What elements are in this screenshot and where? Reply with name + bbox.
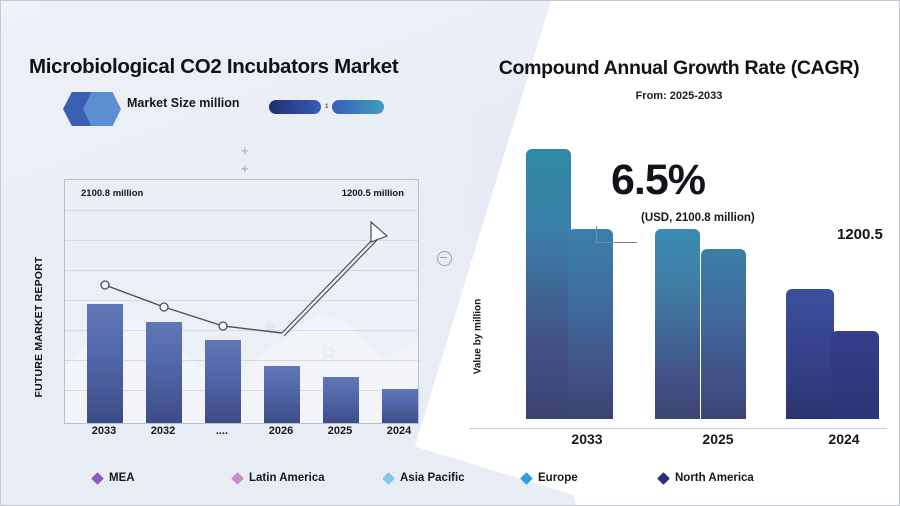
cagr-note: (USD, 2100.8 million) [641,212,755,224]
chart-legend: MEA Latin America Asia Pacific Europe No… [1,465,899,491]
gridline [65,390,418,391]
x-label-2024: 2024 [386,425,412,437]
trend-line-and-arrow [100,220,389,337]
bar-value-2024: 1200.5 [837,226,883,243]
gridline [65,270,418,271]
legend-swatch-asia-pacific [382,471,395,485]
bar-2025-back [655,229,700,419]
x-label-2032: 2032 [150,425,176,437]
left-y-axis-label: FUTURE MARKET REPORT [33,256,45,398]
pill-indicator-b [332,100,385,114]
gridline [65,300,418,301]
pill-indicator-group: 1 [269,100,385,114]
left-chart-panel: Microbiological CO2 Incubators Market Ma… [1,1,451,461]
plus-icon-2: + [241,161,249,176]
left-chart-max-label: 2100.8 million [81,188,144,199]
bar-2024-front [831,331,879,419]
gridline [65,330,418,331]
legend-item-mea[interactable]: MEA [91,471,135,485]
legend-swatch-mea [91,471,104,485]
pill-separator-label: 1 [325,104,329,110]
legend-swatch-europe [520,471,533,485]
legend-swatch-latin-america [231,471,244,485]
bar-2024 [382,389,418,423]
right-chart-panel: Compound Annual Growth Rate (CAGR) From:… [437,1,899,461]
left-chart-x-axis: 2033 2032 .... 2026 2025 2024 [64,425,419,445]
right-panel-subtitle: From: 2025-2033 [635,90,723,102]
x-label-2033: 2033 [571,431,603,447]
bar-2025-front [701,249,746,419]
legend-swatch-north-america [657,471,670,485]
right-chart-x-axis: 2033 2025 2024 [469,431,889,453]
x-label-2025: 2025 [327,425,353,437]
left-chart-min-label: 1200.5 million [341,188,404,199]
watermark-icon-1: ▤ [265,321,276,333]
hexagon-logo-icon [63,92,121,126]
right-chart-baseline [469,427,887,429]
x-label-2033: 2033 [91,425,117,437]
left-panel-title: Microbiological CO2 Incubators Market [29,55,399,78]
bar-2033-front [568,229,613,419]
plus-icon-1: + [241,143,249,158]
watermark-icon-2: ▢ [323,346,334,358]
cagr-value: 6.5% [611,156,706,204]
legend-item-latin-america[interactable]: Latin America [231,471,325,485]
x-label-2024: 2024 [828,431,860,447]
x-label-2026: 2026 [268,425,294,437]
legend-item-asia-pacific[interactable]: Asia Pacific [382,471,465,485]
bar-2033-back [526,149,571,419]
gridline [65,210,418,211]
bar-2025 [323,377,359,423]
gridline [65,240,418,241]
bar-mid [205,340,241,423]
x-label-2025: 2025 [702,431,734,447]
legend-label-mea: MEA [109,472,135,484]
legend-item-europe[interactable]: Europe [520,471,578,485]
pill-indicator-a [269,100,321,114]
bar-2026 [264,366,300,423]
right-chart-plot-area: 1200.5 [451,1,899,429]
legend-label-latin-america: Latin America [249,472,325,484]
right-panel-title: Compound Annual Growth Rate (CAGR) [498,57,860,79]
minus-circle-icon [437,251,452,266]
legend-label-asia-pacific: Asia Pacific [400,472,465,484]
gridline [65,360,418,361]
legend-label-north-america: North America [675,472,754,484]
legend-label-europe: Europe [538,472,578,484]
legend-item-north-america[interactable]: North America [657,471,754,485]
bar-2032 [146,322,182,423]
x-label-ellipsis: .... [215,425,229,437]
bar-2024-back [786,289,834,419]
left-chart-plot-area: 2100.8 million 1200.5 million ▤ ▢ [64,179,419,424]
callout-connector [596,226,637,243]
bar-2033 [87,304,123,423]
market-size-caption: Market Size million [127,96,240,110]
